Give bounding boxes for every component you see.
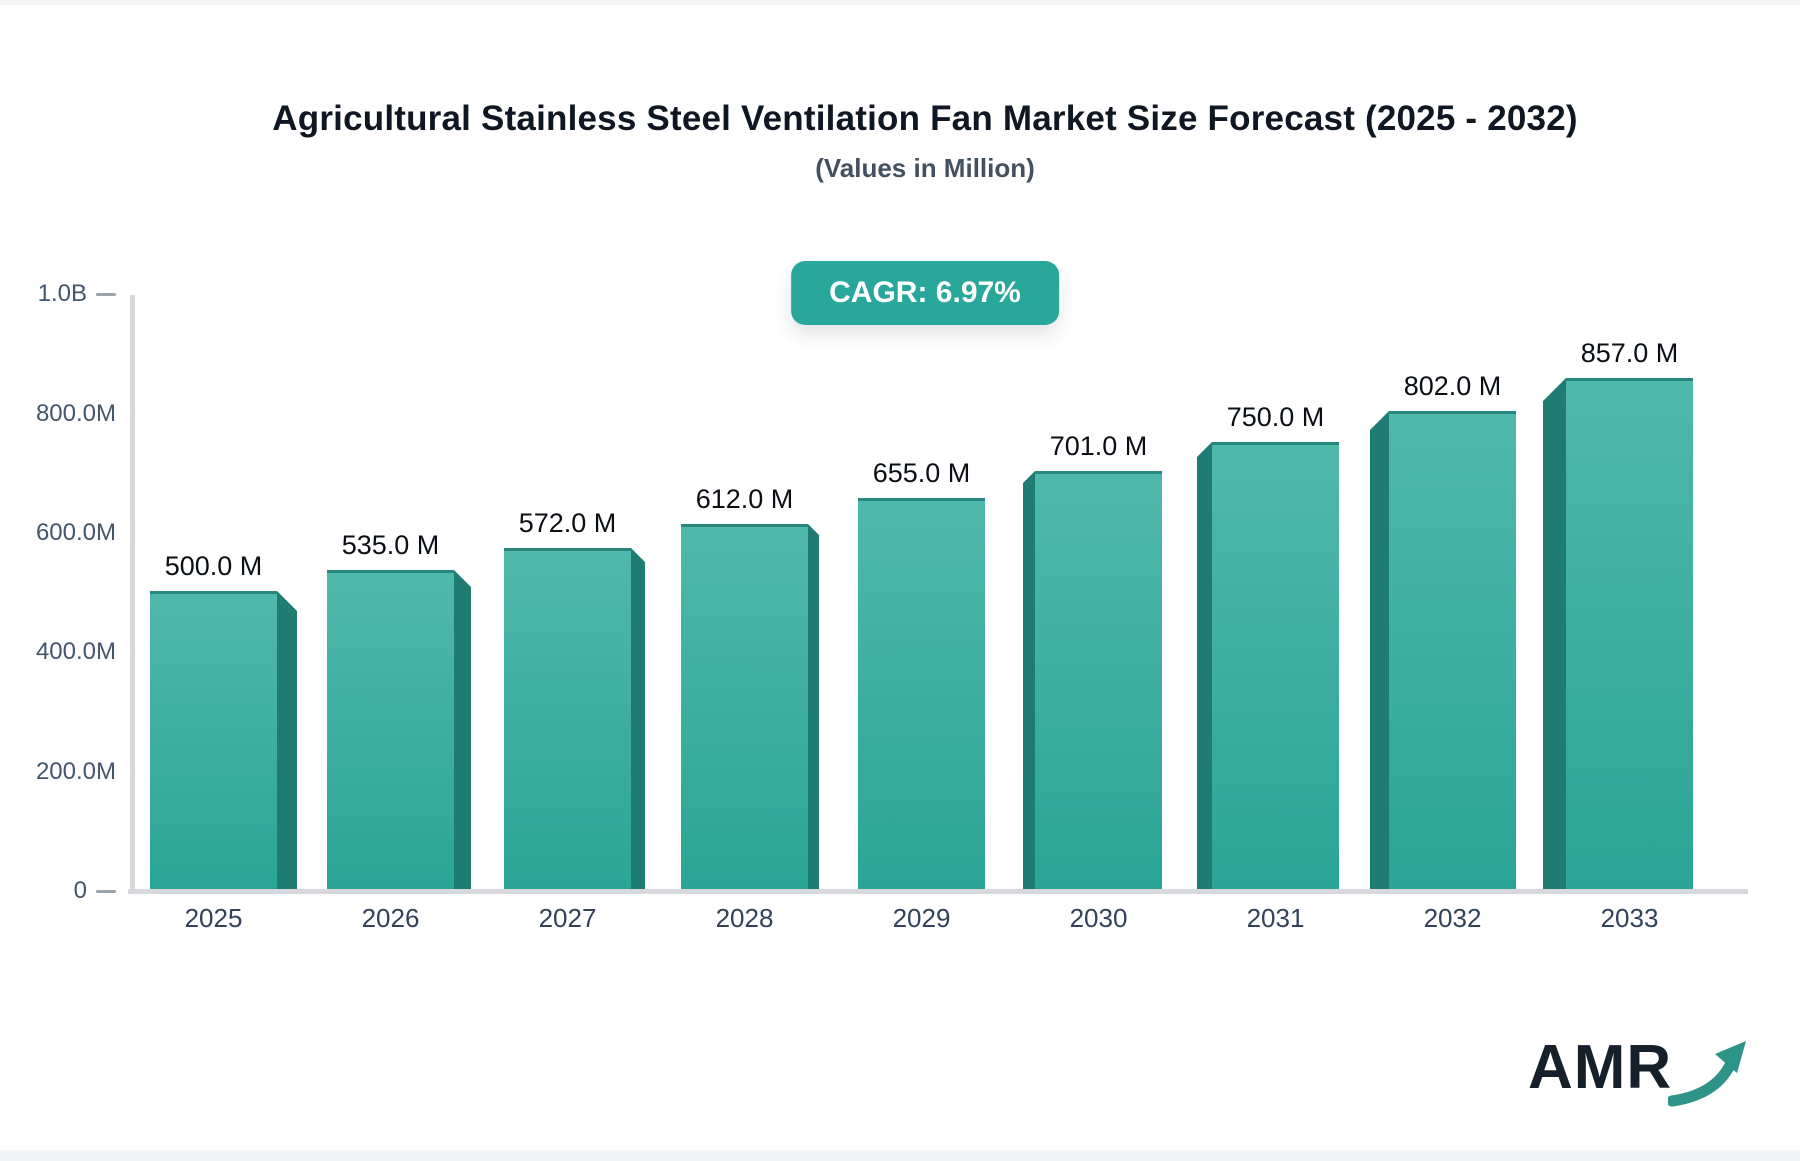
bar-side-face (808, 524, 819, 893)
x-axis-label: 2027 (538, 903, 597, 933)
bar-value-label: 612.0 M (695, 484, 794, 514)
y-tick-label: 600.0M (35, 519, 116, 547)
bar-side-face (631, 548, 645, 893)
y-tick: 400.0M (0, 638, 116, 666)
bar-side-face (1197, 442, 1212, 893)
bar-2031 (1212, 442, 1339, 893)
bar-value-label: 572.0 M (518, 508, 617, 538)
chart-card: Agricultural Stainless Steel Ventilation… (0, 5, 1800, 1150)
y-axis-line (130, 295, 135, 893)
y-tick-label: 200.0M (35, 757, 116, 785)
x-axis-label: 2032 (1423, 903, 1482, 933)
bar-2027 (504, 548, 631, 893)
y-tick-mark (96, 292, 116, 296)
plot-area: 1.0B 800.0M 600.0M 400.0M 200.0M 0 500.0 M 202… (0, 5, 1800, 1161)
logo-text: AMR (1528, 1033, 1673, 1102)
y-tick: 800.0M (0, 400, 116, 428)
y-tick-mark (96, 889, 116, 893)
bar-value-label: 857.0 M (1580, 338, 1679, 368)
y-tick: 200.0M (0, 758, 116, 786)
bar-side-face (1543, 378, 1566, 893)
bar-value-label: 500.0 M (164, 551, 263, 581)
bar-side-face (277, 591, 297, 893)
bar-2033 (1566, 378, 1693, 893)
x-axis-label: 2026 (361, 903, 420, 933)
bar-2030 (1035, 471, 1162, 893)
bar-value-label: 535.0 M (341, 530, 440, 560)
cagr-badge: CAGR: 6.97% (791, 261, 1059, 325)
y-tick-label: 1.0B (37, 280, 87, 308)
bar-2025 (150, 591, 277, 893)
bar-value-label: 802.0 M (1403, 371, 1502, 401)
x-axis-label: 2029 (892, 903, 951, 933)
x-axis-label: 2031 (1246, 903, 1305, 933)
bar-value-label: 750.0 M (1226, 402, 1325, 432)
growth-arrow-icon (1668, 1041, 1747, 1107)
x-axis-label: 2033 (1600, 903, 1659, 933)
chart-subtitle: (Values in Million) (815, 153, 1035, 183)
bar-2028 (681, 524, 808, 893)
y-tick: 600.0M (0, 519, 116, 547)
bar-value-label: 701.0 M (1049, 431, 1148, 461)
bar-side-face (454, 570, 471, 893)
x-axis-label: 2025 (184, 903, 243, 933)
bar-2032 (1389, 411, 1516, 893)
y-tick-label: 400.0M (35, 638, 116, 666)
y-tick-label: 0 (73, 877, 87, 904)
bar-side-face (1370, 411, 1389, 893)
bar-2026 (327, 570, 454, 893)
chart-title: Agricultural Stainless Steel Ventilation… (272, 99, 1578, 138)
bar-2029 (858, 498, 985, 893)
y-tick: 1.0B (0, 280, 116, 308)
brand-logo: AMR (1528, 1035, 1752, 1109)
bar-side-face (1023, 471, 1035, 893)
y-tick: 0 (0, 877, 116, 905)
x-axis-label: 2028 (715, 903, 774, 933)
x-axis-label: 2030 (1069, 903, 1128, 933)
bar-value-label: 655.0 M (872, 458, 971, 488)
x-axis-line (128, 889, 1748, 894)
y-tick-label: 800.0M (35, 399, 116, 427)
